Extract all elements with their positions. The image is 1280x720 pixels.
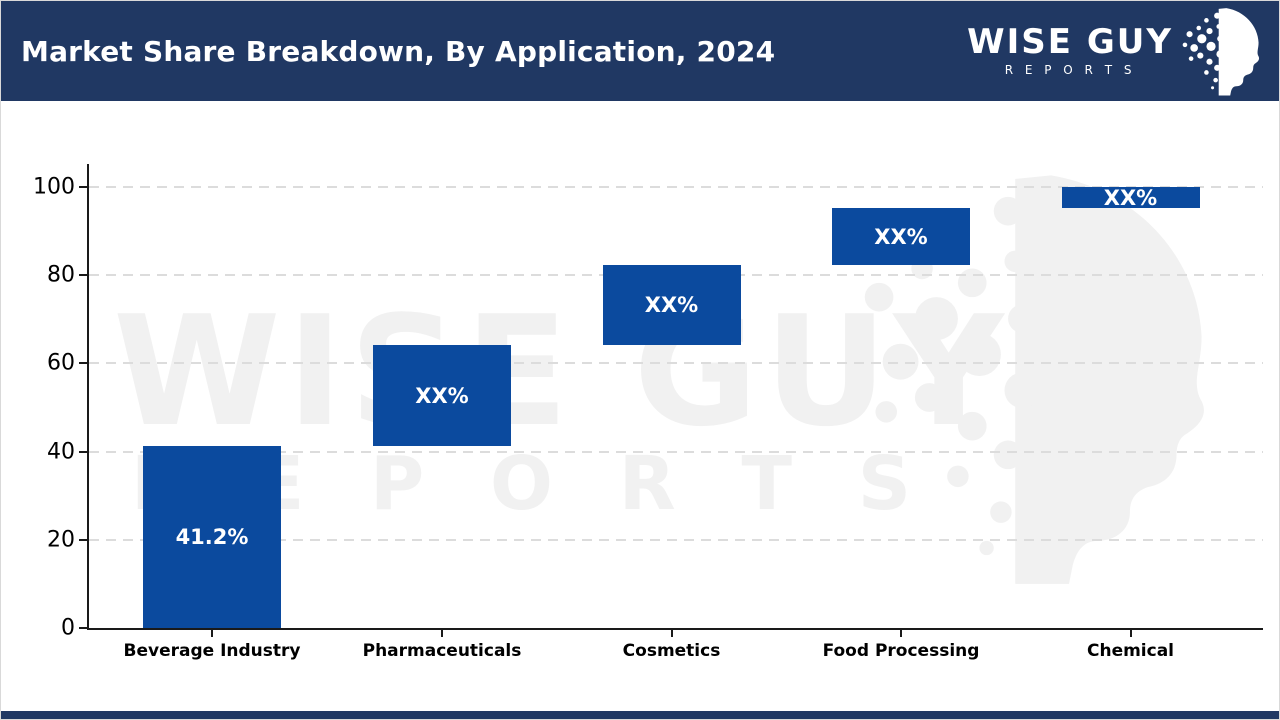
x-axis-line — [87, 628, 1263, 630]
y-tick-label-60: 60 — [47, 350, 75, 376]
y-tick-60 — [79, 362, 87, 365]
bar-beverage-industry: 41.2% — [143, 446, 281, 628]
y-tick-0 — [79, 627, 87, 629]
y-tick-40 — [79, 450, 87, 453]
y-axis-line — [87, 164, 89, 629]
x-axis-label-2: Cosmetics — [622, 641, 721, 661]
page-title: Market Share Breakdown, By Application, … — [21, 34, 776, 68]
y-tick-label-20: 20 — [47, 527, 75, 553]
x-tick-0 — [211, 630, 213, 637]
brand-logo: WISE GUY R E P O R T S — [967, 5, 1279, 97]
footer-bar — [1, 711, 1279, 719]
x-axis-label-1: Pharmaceuticals — [362, 641, 522, 661]
gridline-20 — [89, 538, 1263, 541]
y-tick-label-40: 40 — [47, 439, 75, 465]
watermark-text-wiseguy: WISE GUY — [113, 283, 1010, 460]
x-axis-label-3: Food Processing — [822, 641, 980, 661]
brand-subname: R E P O R T S — [1004, 62, 1136, 77]
x-tick-1 — [441, 630, 443, 637]
bar-pharmaceuticals: XX% — [373, 344, 511, 447]
gridline-40 — [89, 450, 1263, 453]
bar-cosmetics: XX% — [602, 265, 741, 345]
bar-value-label: XX% — [874, 224, 928, 249]
bar-value-label: XX% — [644, 293, 699, 318]
y-tick-20 — [79, 538, 87, 541]
y-tick-80 — [79, 274, 87, 277]
y-tick-100 — [79, 186, 87, 188]
y-tick-label-80: 80 — [47, 262, 75, 288]
brand-name: WISE GUY — [967, 22, 1173, 63]
x-tick-4 — [1129, 630, 1132, 637]
x-axis-label-4: Chemical — [1086, 641, 1175, 661]
x-tick-3 — [900, 630, 902, 637]
gridline-100 — [89, 186, 1263, 188]
brand-head-icon — [1182, 8, 1260, 96]
y-tick-label-100: 100 — [33, 174, 75, 200]
brand-logo-text: WISE GUY R E P O R T S — [967, 22, 1173, 77]
bar-chemical: XX% — [1061, 185, 1200, 210]
gridline-60 — [89, 362, 1263, 365]
x-axis-label-0: Beverage Industry — [123, 641, 301, 661]
bar-value-label: XX% — [1103, 185, 1158, 210]
bar-food-processing: XX% — [832, 208, 970, 266]
bar-value-label: XX% — [415, 383, 469, 408]
header-bar: Market Share Breakdown, By Application, … — [1, 1, 1279, 101]
x-tick-2 — [670, 630, 673, 637]
bar-value-label: 41.2% — [175, 525, 249, 550]
y-tick-label-0: 0 — [61, 615, 75, 641]
